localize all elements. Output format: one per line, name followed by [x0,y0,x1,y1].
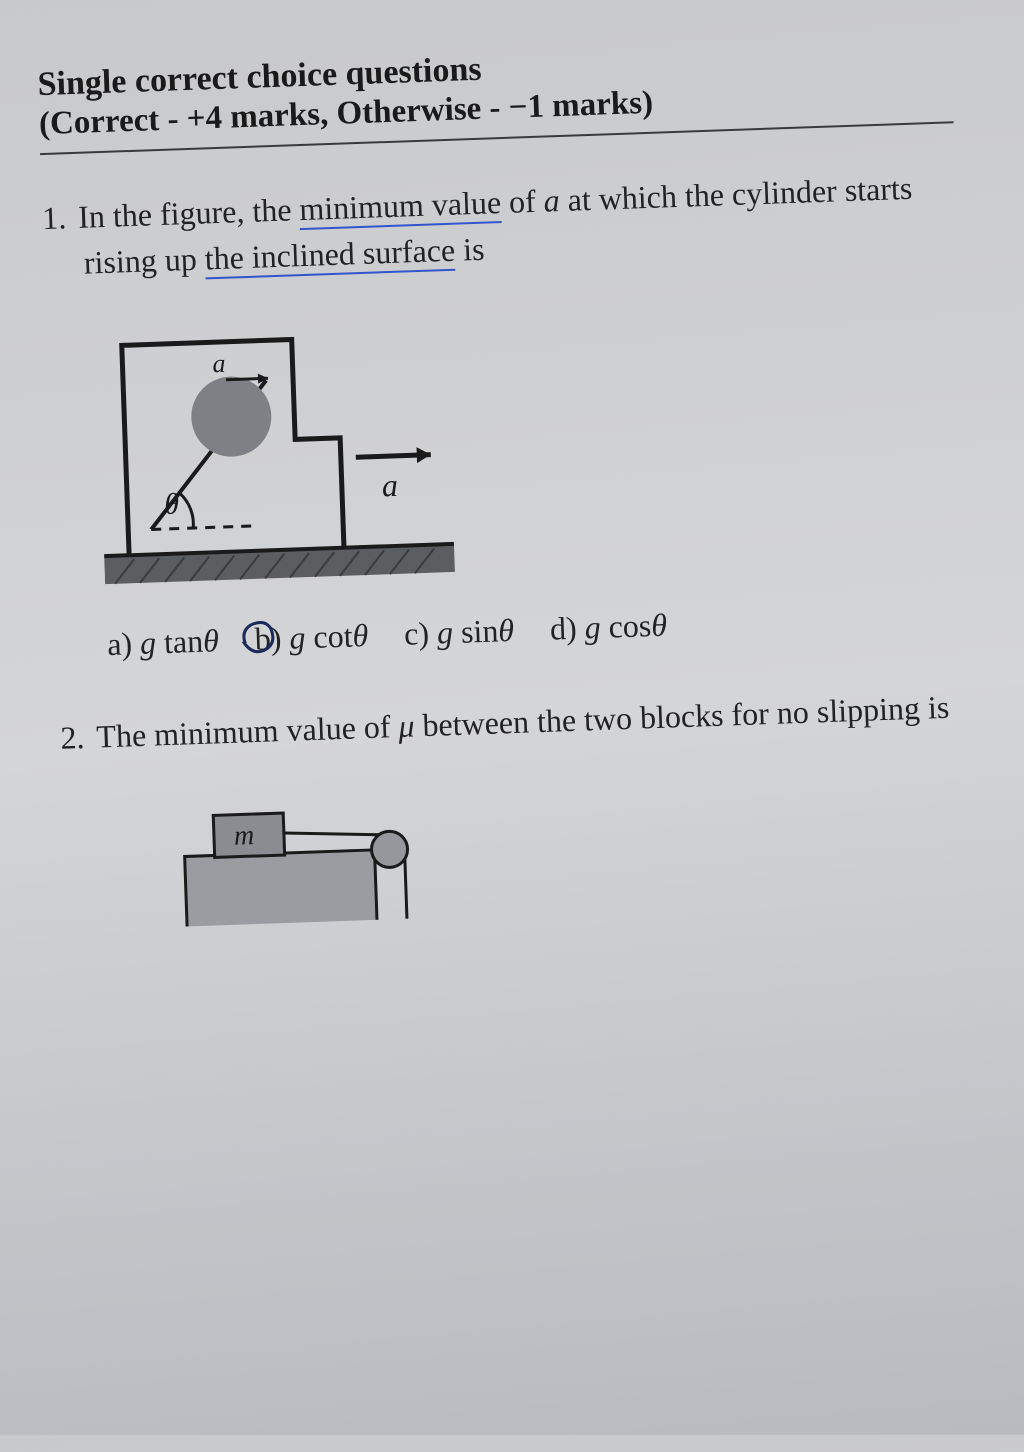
q1-figure: θ a a [96,302,496,595]
q1-underline-1: minimum value [299,184,502,230]
page-content: Single correct choice questions (Correct… [37,34,981,931]
q2-text: 2.The minimum value of μ between the two… [100,683,975,760]
q1-option-b: b) g cotθ [254,617,369,658]
svg-text:a: a [381,467,398,504]
q1-number: 1. [41,194,79,242]
question-1: 1.In the figure, the minimum value of a … [81,163,971,663]
q1-diagram-svg: θ a a [96,302,496,595]
q1-text: 1.In the figure, the minimum value of a … [81,163,958,286]
svg-text:θ: θ [164,487,180,521]
q1-option-d: d) g cosθ [549,606,667,647]
q2-diagram-svg: m [152,777,457,927]
q2-figure: m [152,759,980,928]
q2-number: 2. [60,713,98,761]
q1-option-c: c) g sinθ [404,612,515,653]
question-2: 2.The minimum value of μ between the two… [100,683,981,930]
q1-option-a: a) g tanθ [107,622,220,663]
q1-options: a) g tanθ b) g cotθ c) g sinθ d) g cosθ [107,596,972,663]
svg-text:m: m [233,820,254,852]
q1-underline-2: the inclined surface [204,232,456,280]
svg-text:a: a [212,349,226,378]
